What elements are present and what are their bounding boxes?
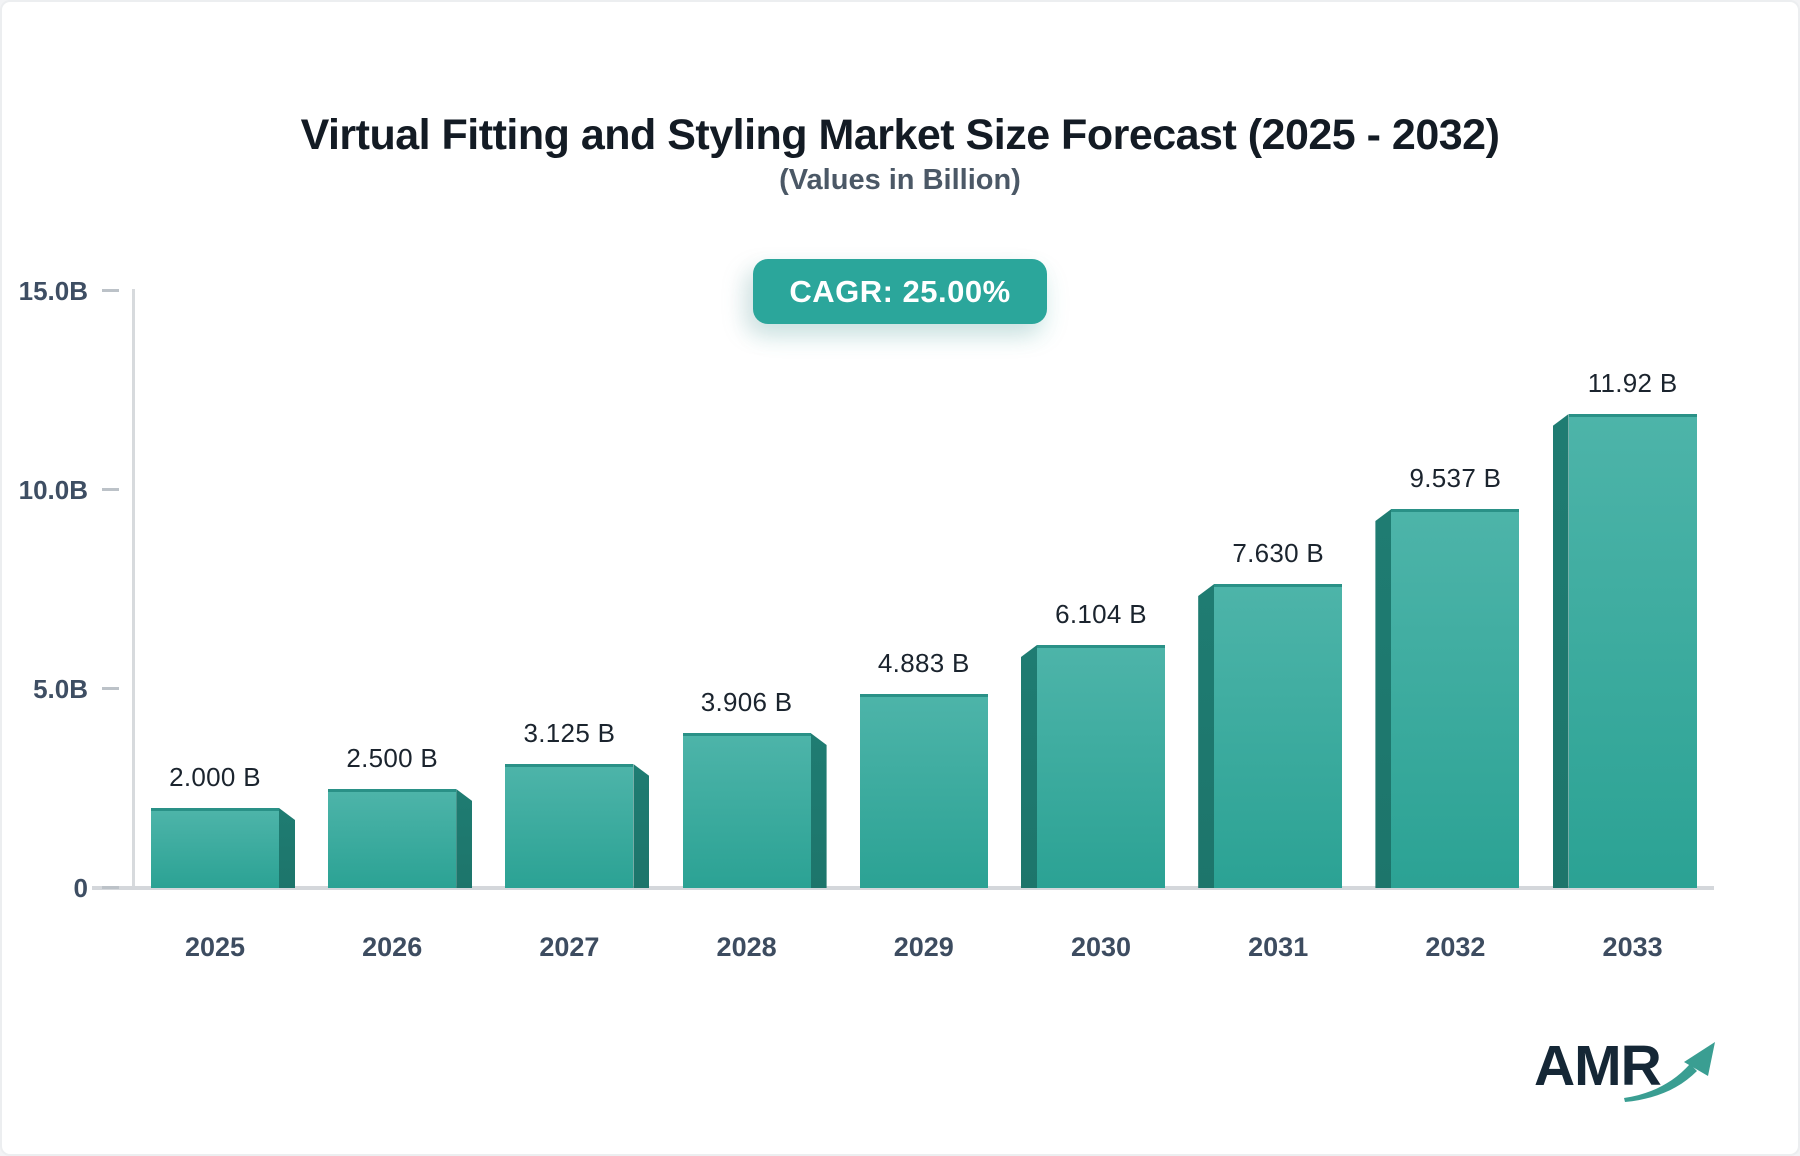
x-axis-label: 2033 [1602,932,1663,962]
bar-2029 [859,694,988,888]
y-axis-tick-label: 0 [73,873,88,903]
bar-value-label: 3.906 B [700,687,793,717]
cagr-badge-row: CAGR: 25.00% [2,259,1798,324]
bar-value-label: 7.630 B [1232,538,1325,568]
y-axis-tick-label: 10.0B [18,475,88,506]
bar-2028 [682,733,811,888]
x-axis-label: 2030 [1070,932,1132,962]
bar-3d-side [456,789,473,888]
bar-3d-side [1552,414,1569,888]
bar-value-label: 6.104 B [1055,599,1147,629]
x-axis-label: 2032 [1425,932,1486,962]
bar-3d-side [1375,509,1392,888]
chart-subtitle: (Values in Billion) [779,164,1021,196]
bar-2025 [151,808,279,888]
x-axis-label: 2025 [184,932,246,962]
chart-title: Virtual Fitting and Styling Market Size … [300,111,1500,159]
bar-3d-side [1021,645,1037,888]
y-axis-tick [102,687,119,691]
y-axis-tick [102,488,119,492]
bar-2033 [1568,414,1697,888]
bar-2027 [505,764,634,888]
bar-value-label: 3.125 B [523,718,616,748]
bar-value-label: 11.92 B [1587,368,1678,398]
bar-value-label: 4.883 B [877,648,970,678]
amr-logo: AMR [1534,1036,1734,1116]
amr-logo-text: AMR [1534,1034,1662,1098]
y-axis-line [132,289,135,890]
x-axis-label: 2026 [362,932,423,962]
y-axis-tick-label: 5.0B [33,674,88,705]
x-axis-label: 2031 [1248,932,1309,962]
y-axis-tick [102,289,119,293]
bar-3d-side [279,808,295,888]
y-axis-tick-label: 15.0B [18,276,88,307]
bar-value-label: 9.537 B [1409,463,1502,493]
x-axis-label: 2028 [716,932,777,962]
bar-3d-side [1198,584,1215,888]
bar-3d-side [810,733,827,888]
cagr-badge: CAGR: 25.00% [753,259,1047,324]
y-axis-tick [102,886,119,889]
growth-arrow-icon [1624,1042,1715,1102]
bar-2032 [1391,509,1520,888]
bar-value-label: 2.500 B [346,743,439,773]
bar-2031 [1214,584,1343,888]
bar-2026 [328,789,457,888]
x-axis-label: 2029 [893,932,954,962]
bar-2030 [1037,645,1165,888]
bar-value-label: 2.000 B [169,762,261,792]
bar-3d-side [633,764,650,888]
x-axis-label: 2027 [539,932,600,962]
x-axis-line [92,886,1714,890]
